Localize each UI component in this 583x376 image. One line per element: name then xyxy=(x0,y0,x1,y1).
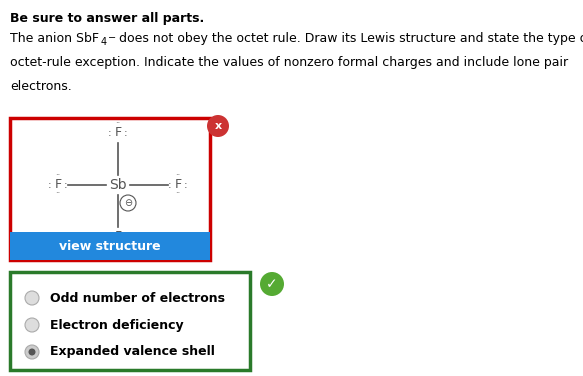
Circle shape xyxy=(207,115,229,137)
Text: view structure: view structure xyxy=(59,240,161,253)
Text: :: : xyxy=(184,180,188,190)
Text: ··: ·· xyxy=(175,171,181,180)
Text: octet-rule exception. Indicate the values of nonzero formal charges and include : octet-rule exception. Indicate the value… xyxy=(10,56,568,69)
Text: F: F xyxy=(114,126,122,139)
Bar xyxy=(10,118,210,260)
Text: ✓: ✓ xyxy=(266,277,278,291)
Text: F: F xyxy=(114,230,122,244)
Circle shape xyxy=(25,291,39,305)
Text: x: x xyxy=(215,121,222,131)
Text: −: − xyxy=(108,33,116,43)
Text: :: : xyxy=(64,180,68,190)
Text: :: : xyxy=(108,232,112,242)
Text: does not obey the octet rule. Draw its Lewis structure and state the type of: does not obey the octet rule. Draw its L… xyxy=(115,32,583,45)
Text: 4: 4 xyxy=(101,37,107,47)
Circle shape xyxy=(29,349,36,355)
Text: ··: ·· xyxy=(115,241,121,250)
Text: The anion SbF: The anion SbF xyxy=(10,32,99,45)
Text: F: F xyxy=(174,179,181,191)
Text: electrons.: electrons. xyxy=(10,80,72,93)
Text: Be sure to answer all parts.: Be sure to answer all parts. xyxy=(10,12,204,25)
Circle shape xyxy=(260,272,284,296)
Text: Expanded valence shell: Expanded valence shell xyxy=(50,346,215,358)
Text: :: : xyxy=(124,128,128,138)
Circle shape xyxy=(120,195,136,211)
Text: :: : xyxy=(48,180,52,190)
Text: :: : xyxy=(124,232,128,242)
Text: F: F xyxy=(54,179,62,191)
Text: ··: ·· xyxy=(55,171,61,180)
Bar xyxy=(10,232,210,260)
Text: :: : xyxy=(168,180,172,190)
Text: Electron deficiency: Electron deficiency xyxy=(50,318,184,332)
Text: Sb: Sb xyxy=(109,178,127,192)
Text: ··: ·· xyxy=(55,190,61,199)
Text: ··: ·· xyxy=(115,120,121,129)
Text: :: : xyxy=(108,128,112,138)
Text: ··: ·· xyxy=(175,190,181,199)
Text: Odd number of electrons: Odd number of electrons xyxy=(50,291,225,305)
Bar xyxy=(10,272,250,370)
Text: ⊖: ⊖ xyxy=(124,198,132,208)
Circle shape xyxy=(25,318,39,332)
Circle shape xyxy=(25,345,39,359)
